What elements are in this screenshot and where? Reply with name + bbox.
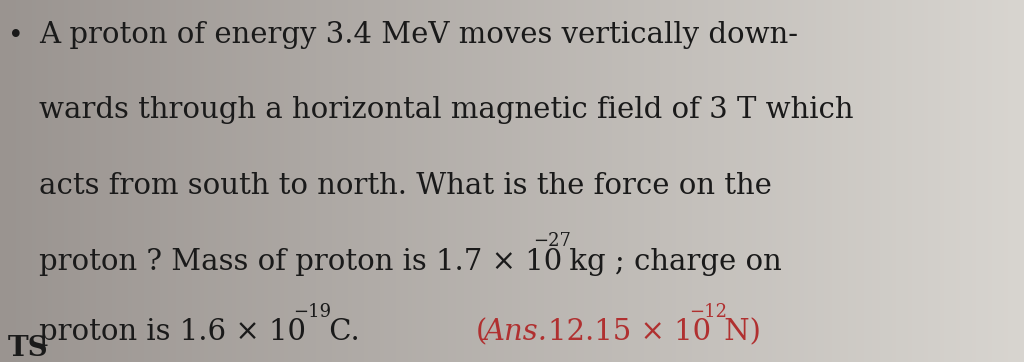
Text: −19: −19: [293, 303, 332, 321]
Text: (: (: [476, 318, 487, 346]
Text: kg ; charge on: kg ; charge on: [560, 248, 781, 276]
Text: proton ? Mass of proton is 1.7 × 10: proton ? Mass of proton is 1.7 × 10: [39, 248, 562, 276]
Text: −12: −12: [689, 303, 727, 321]
Text: 12.15 × 10: 12.15 × 10: [548, 318, 711, 346]
Text: acts from south to north. What is the force on the: acts from south to north. What is the fo…: [39, 172, 772, 200]
Text: proton is 1.6 × 10: proton is 1.6 × 10: [39, 318, 306, 346]
Text: Ans.: Ans.: [483, 318, 547, 346]
Text: C.: C.: [319, 318, 359, 346]
Text: TS: TS: [8, 335, 49, 362]
Text: •: •: [8, 24, 24, 49]
Text: N): N): [716, 318, 762, 346]
Text: wards through a horizontal magnetic field of 3 T which: wards through a horizontal magnetic fiel…: [39, 96, 853, 124]
Text: −27: −27: [534, 232, 571, 250]
Text: A proton of energy 3.4 MeV moves vertically down-: A proton of energy 3.4 MeV moves vertica…: [39, 21, 798, 50]
